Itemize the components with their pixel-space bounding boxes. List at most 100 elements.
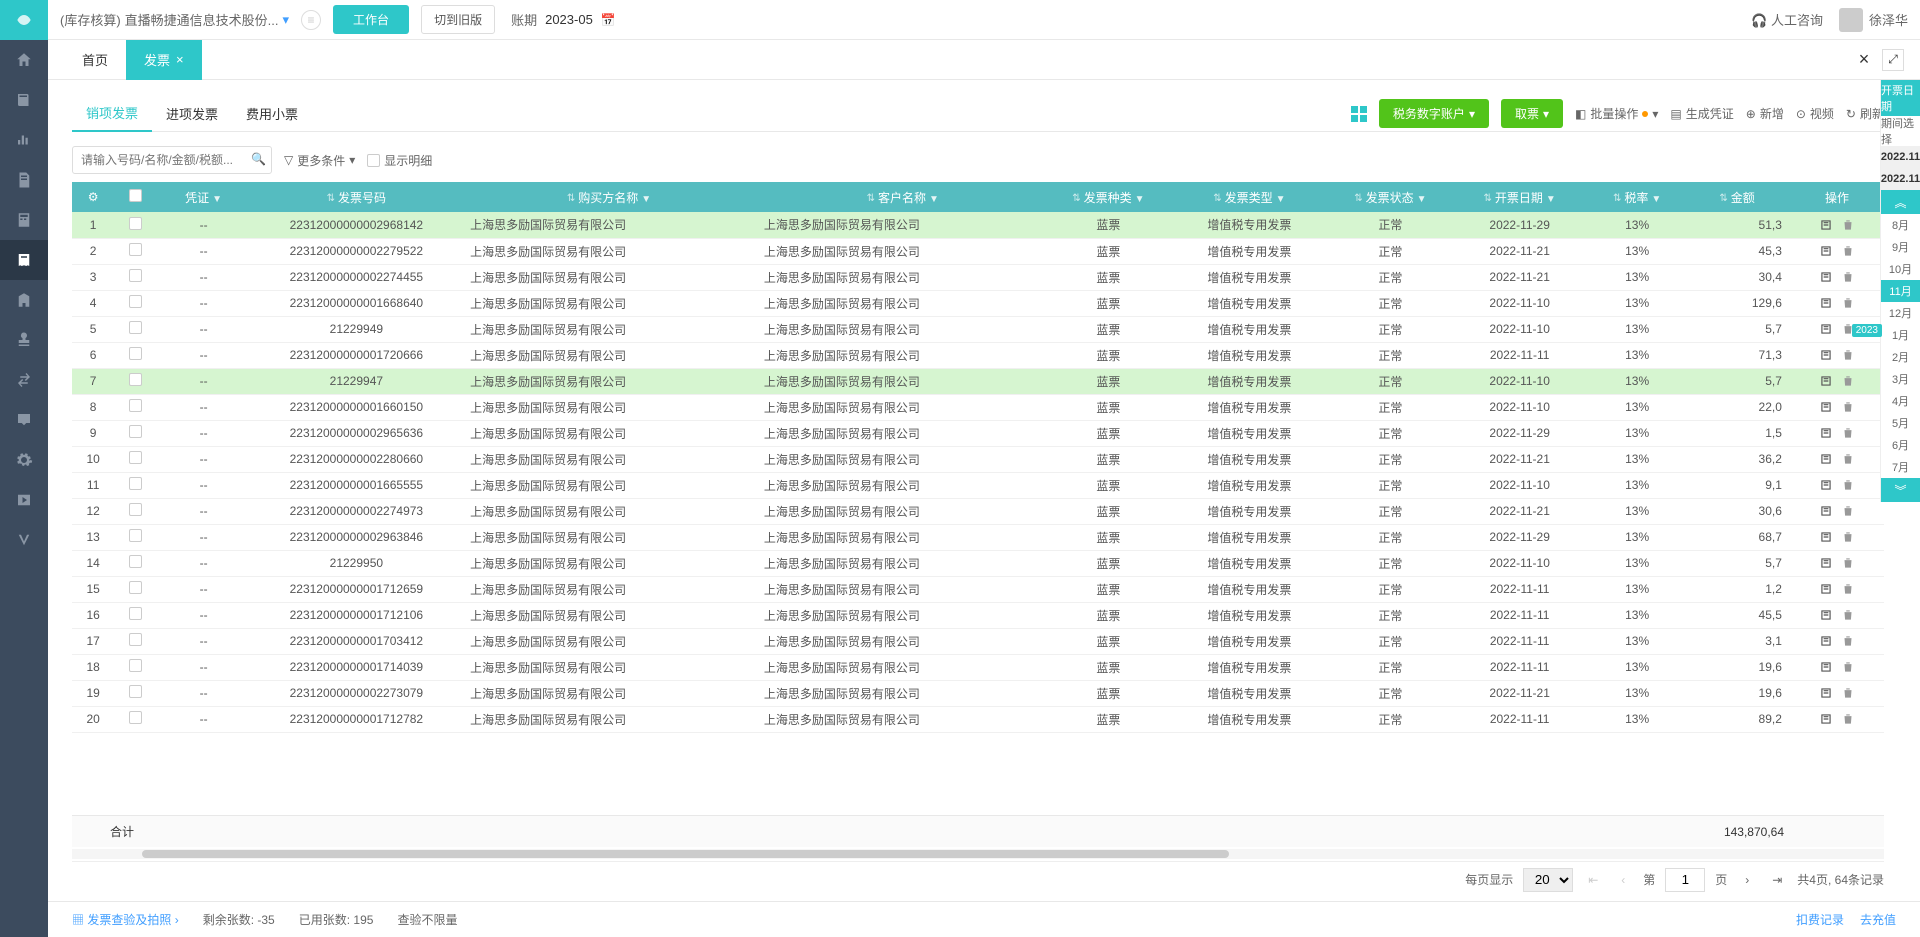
table-row[interactable]: 15 -- 22312000000001712659 上海思多励国际贸易有限公司… xyxy=(72,576,1884,602)
row-ops[interactable] xyxy=(1790,602,1884,628)
table-row[interactable]: 4 -- 22312000000001668640 上海思多励国际贸易有限公司 … xyxy=(72,290,1884,316)
get-invoice-button[interactable]: 取票 ▾ xyxy=(1501,99,1563,128)
row-check[interactable] xyxy=(114,316,156,342)
refresh-link[interactable]: ↻ 刷新 xyxy=(1846,105,1884,122)
grid-view-icon[interactable] xyxy=(1351,106,1367,122)
hscroll[interactable] xyxy=(72,849,1884,859)
row-check[interactable] xyxy=(114,576,156,602)
table-row[interactable]: 5 -- 21229949 上海思多励国际贸易有限公司 上海思多励国际贸易有限公… xyxy=(72,316,1884,342)
consult-link[interactable]: 🎧 人工咨询 xyxy=(1751,10,1823,29)
col-status[interactable]: ⇅发票状态▼ xyxy=(1332,182,1450,212)
row-check[interactable] xyxy=(114,498,156,524)
hscroll-thumb[interactable] xyxy=(142,850,1229,858)
table-row[interactable]: 2 -- 22312000000002279522 上海思多励国际贸易有限公司 … xyxy=(72,238,1884,264)
row-ops[interactable] xyxy=(1790,290,1884,316)
table-row[interactable]: 12 -- 22312000000002274973 上海思多励国际贸易有限公司… xyxy=(72,498,1884,524)
col-kind[interactable]: ⇅发票种类▼ xyxy=(1050,182,1168,212)
row-ops[interactable] xyxy=(1790,706,1884,732)
month-5月[interactable]: 5月 xyxy=(1881,412,1920,434)
nav-book-icon[interactable] xyxy=(0,80,48,120)
search-input[interactable] xyxy=(72,146,272,174)
video-link[interactable]: ⊙ 视频 xyxy=(1796,105,1834,122)
nav-chart-icon[interactable] xyxy=(0,120,48,160)
footer-title[interactable]: ▦ 发票查验及拍照 › xyxy=(72,911,179,928)
row-ops[interactable] xyxy=(1790,576,1884,602)
row-ops[interactable] xyxy=(1790,472,1884,498)
prev-page-icon[interactable]: ‹ xyxy=(1613,870,1633,890)
table-row[interactable]: 1 -- 22312000000002968142 上海思多励国际贸易有限公司 … xyxy=(72,212,1884,238)
row-ops[interactable] xyxy=(1790,498,1884,524)
tab-invoice[interactable]: 发票 × xyxy=(126,40,202,80)
row-ops[interactable] xyxy=(1790,342,1884,368)
tax-account-button[interactable]: 税务数字账户 ▾ xyxy=(1379,99,1489,128)
month-4月[interactable]: 4月 xyxy=(1881,390,1920,412)
month-8月[interactable]: 8月 xyxy=(1881,214,1920,236)
row-ops[interactable] xyxy=(1790,264,1884,290)
col-rate[interactable]: ⇅税率▼ xyxy=(1590,182,1684,212)
add-link[interactable]: ⊕ 新增 xyxy=(1746,105,1784,122)
col-invoice-no[interactable]: ⇅发票号码 xyxy=(251,182,463,212)
workspace-button[interactable]: 工作台 xyxy=(333,5,409,34)
table-row[interactable]: 19 -- 22312000000002273079 上海思多励国际贸易有限公司… xyxy=(72,680,1884,706)
row-check[interactable] xyxy=(114,550,156,576)
row-check[interactable] xyxy=(114,342,156,368)
row-ops[interactable] xyxy=(1790,446,1884,472)
month-9月[interactable]: 9月 xyxy=(1881,236,1920,258)
month-12月[interactable]: 12月 xyxy=(1881,302,1920,324)
table-row[interactable]: 8 -- 22312000000001660150 上海思多励国际贸易有限公司 … xyxy=(72,394,1884,420)
nav-doc-icon[interactable] xyxy=(0,160,48,200)
row-ops[interactable] xyxy=(1790,368,1884,394)
table-row[interactable]: 6 -- 22312000000001720666 上海思多励国际贸易有限公司 … xyxy=(72,342,1884,368)
row-check[interactable] xyxy=(114,472,156,498)
row-check[interactable] xyxy=(114,264,156,290)
logo[interactable] xyxy=(0,0,48,40)
row-ops[interactable] xyxy=(1790,680,1884,706)
row-check[interactable] xyxy=(114,368,156,394)
subtab-purchase[interactable]: 进项发票 xyxy=(152,96,232,132)
col-amount[interactable]: ⇅金额 xyxy=(1684,182,1790,212)
nav-exchange-icon[interactable] xyxy=(0,360,48,400)
month-7月[interactable]: 7月 xyxy=(1881,456,1920,478)
month-10月[interactable]: 10月 xyxy=(1881,258,1920,280)
table-row[interactable]: 11 -- 22312000000001665555 上海思多励国际贸易有限公司… xyxy=(72,472,1884,498)
batch-link[interactable]: ◧ 批量操作 ▾ xyxy=(1575,105,1658,122)
col-gear[interactable]: ⚙ xyxy=(72,182,114,212)
nav-building-icon[interactable] xyxy=(0,280,48,320)
recharge-link[interactable]: 去充值 xyxy=(1860,911,1896,928)
row-check[interactable] xyxy=(114,706,156,732)
table-row[interactable]: 20 -- 22312000000001712782 上海思多励国际贸易有限公司… xyxy=(72,706,1884,732)
scroll-up-icon[interactable]: ︽ xyxy=(1881,190,1920,214)
subtab-sales[interactable]: 销项发票 xyxy=(72,96,152,132)
month-1月[interactable]: 1月 xyxy=(1881,324,1920,346)
nav-video-icon[interactable] xyxy=(0,480,48,520)
close-icon[interactable]: × xyxy=(176,52,184,67)
row-check[interactable] xyxy=(114,238,156,264)
next-page-icon[interactable]: › xyxy=(1737,870,1757,890)
table-row[interactable]: 7 -- 21229947 上海思多励国际贸易有限公司 上海思多励国际贸易有限公… xyxy=(72,368,1884,394)
row-check[interactable] xyxy=(114,446,156,472)
row-check[interactable] xyxy=(114,654,156,680)
nav-calc-icon[interactable] xyxy=(0,200,48,240)
nav-home-icon[interactable] xyxy=(0,40,48,80)
tab-home[interactable]: 首页 xyxy=(64,40,126,80)
table-row[interactable]: 14 -- 21229950 上海思多励国际贸易有限公司 上海思多励国际贸易有限… xyxy=(72,550,1884,576)
year-2022-a[interactable]: 2022.11 xyxy=(1881,146,1920,168)
row-check[interactable] xyxy=(114,680,156,706)
row-ops[interactable] xyxy=(1790,524,1884,550)
switch-old-button[interactable]: 切到旧版 xyxy=(421,5,495,34)
table-row[interactable]: 13 -- 22312000000002963846 上海思多励国际贸易有限公司… xyxy=(72,524,1884,550)
col-voucher[interactable]: 凭证▼ xyxy=(157,182,251,212)
user-menu[interactable]: 徐泽华 xyxy=(1839,8,1908,32)
month-11月[interactable]: 11月 xyxy=(1881,280,1920,302)
nav-inbox-icon[interactable] xyxy=(0,400,48,440)
table-row[interactable]: 9 -- 22312000000002965636 上海思多励国际贸易有限公司 … xyxy=(72,420,1884,446)
col-buyer[interactable]: ⇅购买方名称▼ xyxy=(462,182,756,212)
row-ops[interactable] xyxy=(1790,654,1884,680)
nav-invoice-icon[interactable] xyxy=(0,240,48,280)
row-check[interactable] xyxy=(114,628,156,654)
table-row[interactable]: 3 -- 22312000000002274455 上海思多励国际贸易有限公司 … xyxy=(72,264,1884,290)
row-ops[interactable] xyxy=(1790,420,1884,446)
col-date[interactable]: ⇅开票日期▼ xyxy=(1449,182,1590,212)
more-filters[interactable]: ▽ 更多条件 ▾ xyxy=(284,152,355,169)
info-icon[interactable]: ≡ xyxy=(301,10,321,30)
